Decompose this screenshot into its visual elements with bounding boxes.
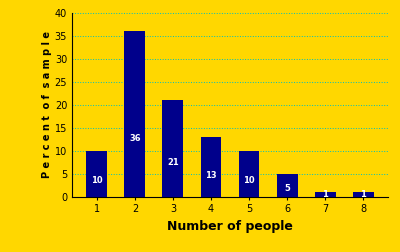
Bar [353, 192, 374, 197]
Bar [200, 137, 222, 197]
Bar [315, 192, 336, 197]
Bar [124, 31, 145, 197]
Bar [86, 151, 107, 197]
Text: 36: 36 [129, 134, 141, 143]
Text: 10: 10 [243, 176, 255, 185]
Bar [277, 174, 298, 197]
Text: 5: 5 [284, 184, 290, 193]
Bar [162, 100, 183, 197]
Text: 21: 21 [167, 158, 179, 167]
Text: 1: 1 [322, 190, 328, 199]
Y-axis label: P e r c e n t  o f  s a m p l e: P e r c e n t o f s a m p l e [42, 31, 52, 178]
Text: 13: 13 [205, 171, 217, 180]
X-axis label: Number of people: Number of people [167, 220, 293, 233]
Bar [238, 151, 260, 197]
Text: 1: 1 [360, 190, 366, 199]
Text: 10: 10 [91, 176, 103, 185]
